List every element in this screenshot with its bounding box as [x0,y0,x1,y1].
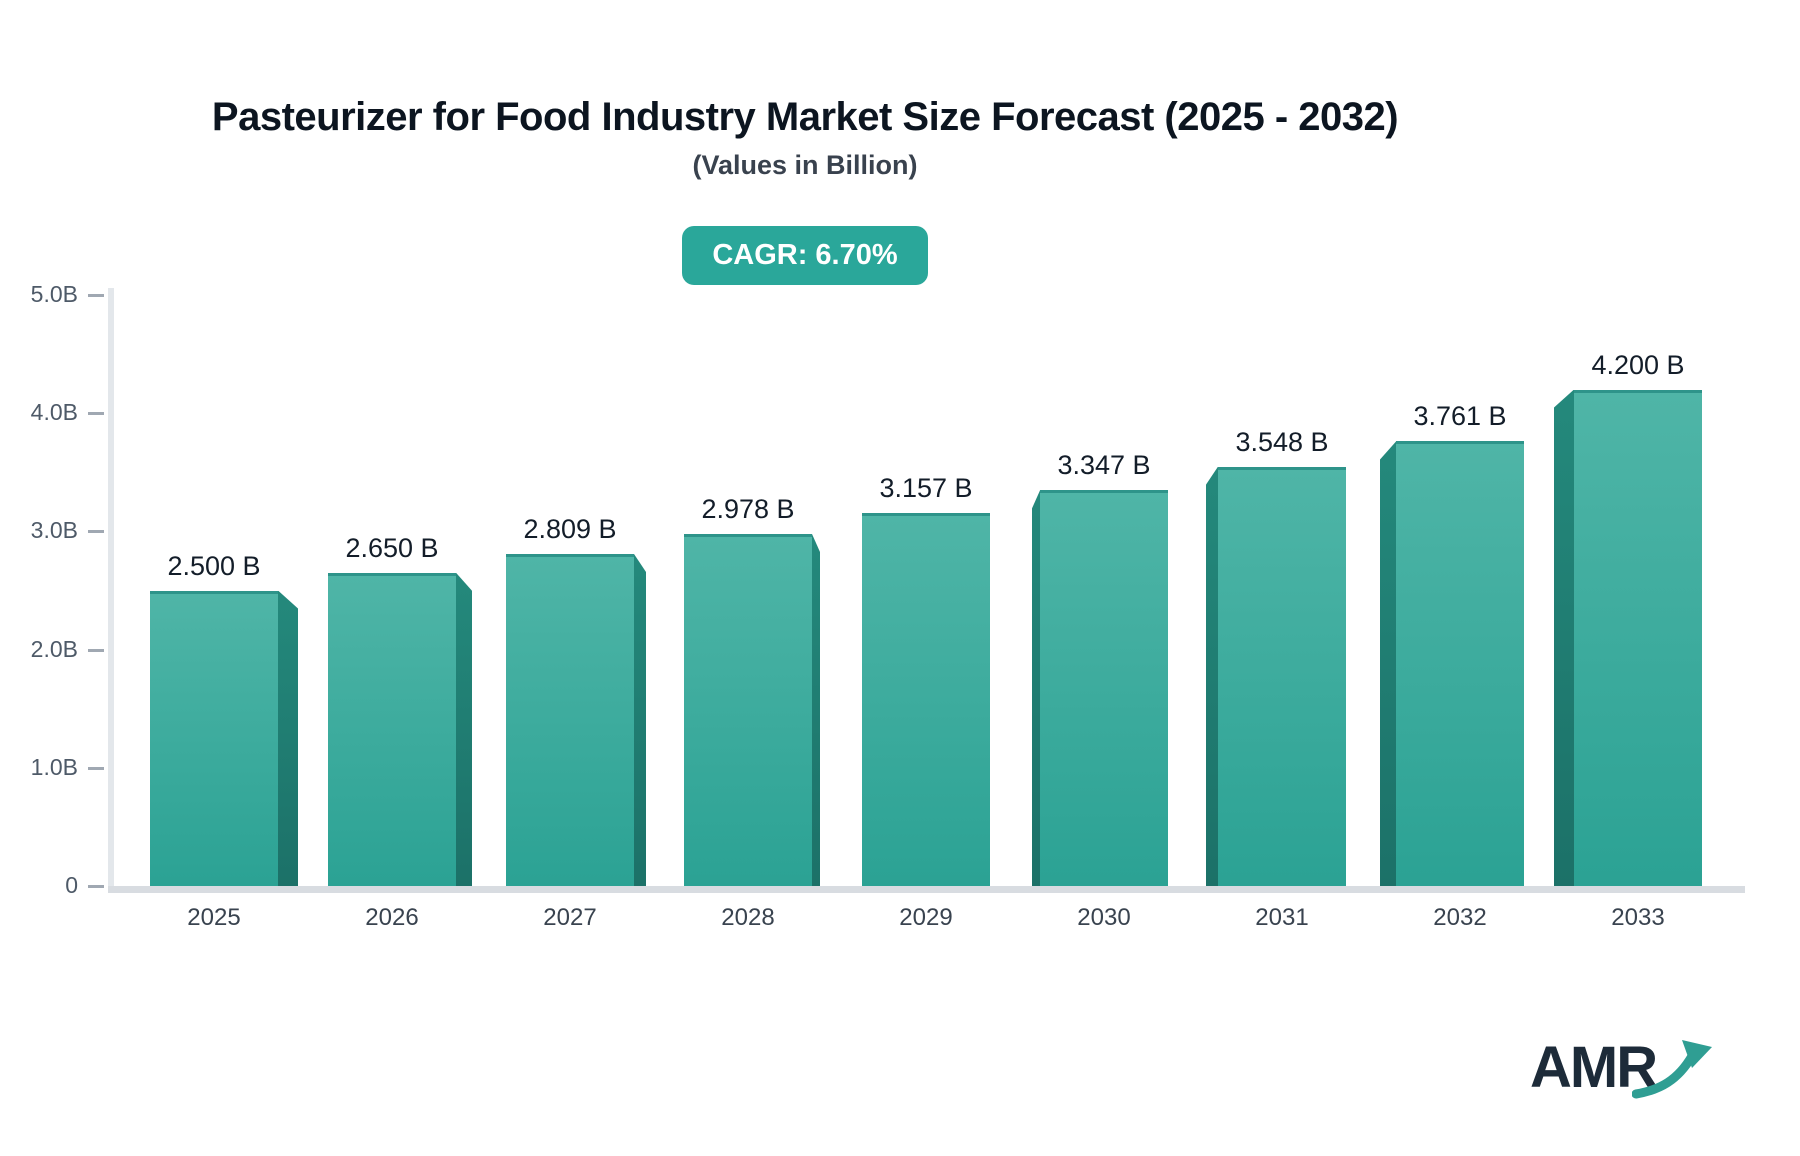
cagr-badge-row: CAGR: 6.70% [0,226,1610,285]
bar-side-2025 [278,590,298,886]
cagr-badge: CAGR: 6.70% [682,226,928,285]
x-tick-label-2033: 2033 [1611,904,1665,931]
y-tick-label: 3.0B [30,517,78,544]
bar-side-2032 [1380,441,1396,886]
amr-logo: AMR [1530,1034,1730,1114]
bar-value-label-2029: 3.157 B [879,472,973,503]
x-tick-label-2030: 2030 [1077,904,1131,931]
x-tick-label-2029: 2029 [899,904,953,931]
bar-value-label-2032: 3.761 B [1413,401,1507,432]
bar-2029[interactable] [862,512,990,886]
x-tick-label-2031: 2031 [1255,904,1309,931]
bar-2028[interactable] [684,534,812,886]
y-tick-label: 4.0B [30,399,78,426]
bar-2030[interactable] [1040,490,1168,886]
x-tick-label-2026: 2026 [365,904,419,931]
y-tick-dash [88,294,104,297]
bar-side-2031 [1206,466,1218,886]
bar-value-label-2026: 2.650 B [345,532,439,563]
x-tick-label-2028: 2028 [721,904,775,931]
bar-2026[interactable] [328,572,456,886]
bar-2025[interactable] [150,590,278,886]
bar-value-label-2030: 3.347 B [1057,450,1151,481]
x-tick-label-2025: 2025 [187,904,241,931]
bar-2033[interactable] [1574,389,1702,886]
x-axis-baseline [108,886,1745,893]
bar-value-label-2028: 2.978 B [701,494,795,524]
y-tick-dash [88,885,104,888]
y-tick-dash [88,412,104,416]
x-tick-label-2027: 2027 [543,904,597,931]
bar-value-label-2031: 3.548 B [1235,426,1329,457]
y-tick-dash [88,766,104,770]
y-tick-label: 1.0B [30,753,78,780]
amr-logo-text: AMR [1530,1035,1658,1100]
bar-value-label-2025: 2.500 B [167,550,261,581]
bar-value-label-2033: 4.200 B [1591,349,1685,380]
bar-side-2026 [456,572,472,886]
y-tick-label: 0 [65,872,78,898]
bar-2027[interactable] [506,553,634,886]
chart-subtitle: (Values in Billion) [692,150,918,180]
y-tick-dash [88,648,104,652]
x-tick-label-2032: 2032 [1433,904,1487,931]
growth-arrow-icon [1632,1040,1712,1099]
y-axis-line [108,288,114,886]
bar-side-2033 [1554,389,1574,886]
bar-side-2027 [634,553,646,886]
bar-side-2028 [812,534,820,886]
bar-side-2030 [1032,490,1040,886]
bar-value-label-2027: 2.809 B [523,513,617,544]
y-tick-dash [88,530,104,534]
chart-title: Pasteurizer for Food Industry Market Siz… [211,95,1399,139]
y-tick-label: 5.0B [30,281,78,307]
bar-2031[interactable] [1218,466,1346,886]
bar-2032[interactable] [1396,441,1524,886]
y-tick-label: 2.0B [30,635,78,662]
